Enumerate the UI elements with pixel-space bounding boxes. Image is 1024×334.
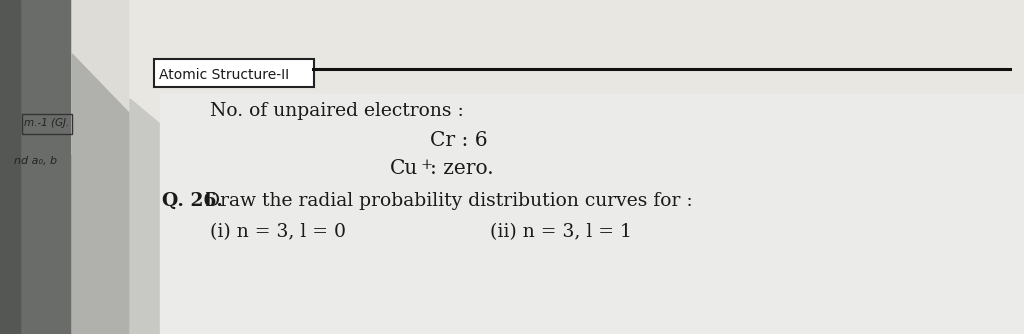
Text: Cr : 6: Cr : 6	[430, 131, 487, 150]
Bar	[0, 149, 1024, 334]
Text: : zero.: : zero.	[430, 159, 494, 178]
Polygon shape	[130, 99, 160, 334]
Text: Q. 26.: Q. 26.	[162, 192, 223, 210]
Polygon shape	[600, 94, 1024, 164]
Text: m.-1 (GJ.: m.-1 (GJ.	[24, 118, 70, 128]
Text: +: +	[420, 158, 432, 172]
Text: nd a₀, b: nd a₀, b	[14, 156, 57, 166]
Bar	[22, 114, 72, 134]
Polygon shape	[550, 54, 1024, 164]
Polygon shape	[130, 0, 1024, 230]
Polygon shape	[150, 114, 350, 164]
Bar	[160, 94, 1024, 334]
Bar	[0, 0, 20, 334]
Bar	[0, 0, 1024, 164]
Text: (ii) n = 3, l = 1: (ii) n = 3, l = 1	[490, 223, 632, 241]
Text: Atomic Structure-II: Atomic Structure-II	[159, 68, 289, 82]
Text: Draw the radial probability distribution curves for :: Draw the radial probability distribution…	[205, 192, 692, 210]
Text: (i) n = 3, l = 0: (i) n = 3, l = 0	[210, 223, 346, 241]
Text: Cu: Cu	[390, 159, 418, 178]
Bar	[0, 0, 72, 334]
Polygon shape	[72, 0, 1024, 229]
FancyBboxPatch shape	[154, 59, 314, 87]
Polygon shape	[350, 0, 1024, 164]
Text: No. of unpaired electrons :: No. of unpaired electrons :	[210, 102, 464, 120]
Bar	[0, 0, 200, 164]
Polygon shape	[72, 54, 140, 334]
